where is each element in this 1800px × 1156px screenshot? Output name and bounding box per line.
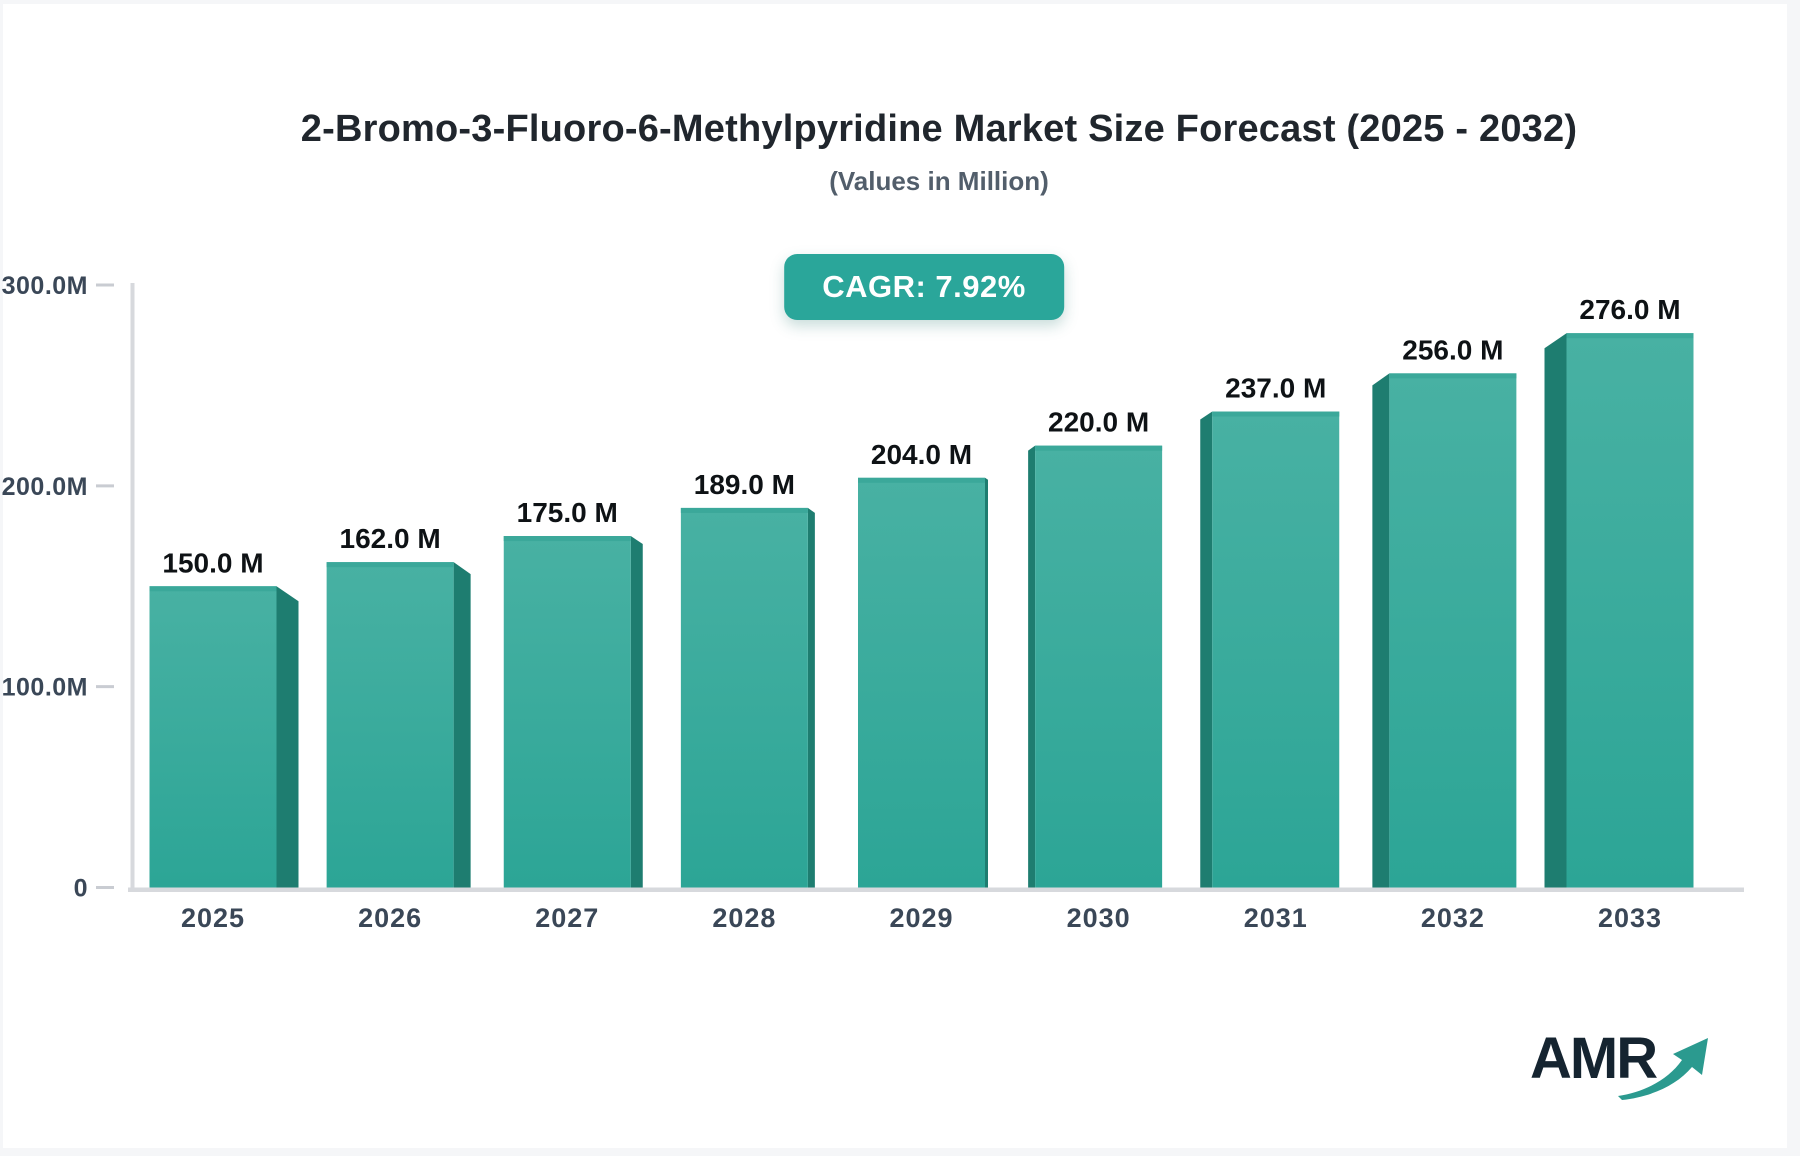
- y-axis-label: 100.0M: [2, 674, 88, 702]
- x-axis-label: 2031: [1244, 903, 1308, 933]
- bar-bevel: [680, 507, 808, 513]
- bar-bevel: [326, 562, 454, 568]
- bar-side: [1544, 333, 1567, 888]
- bar-bevel: [1389, 373, 1517, 379]
- bar-bevel: [503, 536, 631, 542]
- bar-group-2029: 204.0 M 2029: [858, 439, 988, 933]
- bar-side: [1200, 411, 1213, 888]
- bar-value-label: 276.0 M: [1579, 294, 1680, 325]
- y-axis-label: 200.0M: [2, 473, 88, 501]
- bar-side: [985, 477, 988, 888]
- x-axis-label: 2032: [1421, 903, 1485, 933]
- x-axis-label: 2027: [535, 903, 599, 933]
- bar-face: [149, 586, 277, 888]
- chart-title: 2-Bromo-3-Fluoro-6-Methylpyridine Market…: [300, 108, 1578, 150]
- bar-value-label: 150.0 M: [162, 547, 263, 578]
- bar-side: [453, 562, 471, 888]
- bar-face: [326, 562, 454, 888]
- bar-group-2027: 175.0 M 2027: [503, 497, 643, 933]
- bar-value-label: 189.0 M: [694, 469, 795, 500]
- bar-bevel: [1212, 411, 1340, 417]
- bar-side: [276, 586, 299, 888]
- bar-value-label: 220.0 M: [1048, 407, 1149, 438]
- growth-arrow-icon: [1618, 1038, 1708, 1100]
- bar-bevel: [1035, 445, 1163, 451]
- bar-face: [503, 536, 631, 888]
- amr-logo: AMR: [1530, 1030, 1720, 1110]
- cagr-badge-label: CAGR: 7.92%: [822, 269, 1026, 304]
- bar-side: [807, 507, 815, 888]
- bar-side: [630, 536, 643, 888]
- bar-bevel: [149, 586, 277, 592]
- x-axis-label: 2030: [1067, 903, 1131, 933]
- bar-bevel: [858, 477, 985, 483]
- x-axis-label: 2028: [712, 903, 776, 933]
- bar-bevel: [1566, 333, 1694, 339]
- bar-face: [1389, 373, 1517, 888]
- bar-face: [1212, 411, 1340, 888]
- bar-value-label: 162.0 M: [340, 523, 441, 554]
- bar-side: [1028, 445, 1036, 888]
- chart-subtitle: (Values in Million): [829, 166, 1049, 196]
- bar-group-2028: 189.0 M 2028: [680, 469, 815, 933]
- bar-value-label: 237.0 M: [1225, 373, 1326, 404]
- bar-value-label: 204.0 M: [871, 439, 972, 470]
- bar-group-2031: 237.0 M 2031: [1200, 373, 1340, 933]
- bar-value-label: 256.0 M: [1402, 334, 1503, 365]
- x-axis-label: 2025: [181, 903, 245, 933]
- bar-group-2033: 276.0 M 2033: [1544, 294, 1694, 933]
- amr-logo-text: AMR: [1530, 1026, 1658, 1091]
- bar-group-2026: 162.0 M 2026: [326, 523, 471, 933]
- bar-face: [1035, 445, 1163, 888]
- bar-face: [1566, 333, 1694, 888]
- x-axis-label: 2033: [1598, 903, 1662, 933]
- bar-group-2025: 150.0 M 2025: [149, 547, 299, 933]
- bar-face: [858, 477, 985, 888]
- cagr-badge: CAGR: 7.92%: [784, 254, 1064, 320]
- x-axis-label: 2026: [358, 903, 422, 933]
- y-axis-label: 300.0M: [2, 272, 88, 300]
- bar-group-2032: 256.0 M 2032: [1372, 334, 1517, 933]
- y-axis-label: 0: [74, 875, 88, 903]
- bar-face: [680, 507, 808, 888]
- x-axis-label: 2029: [889, 903, 953, 933]
- bar-side: [1372, 373, 1390, 888]
- bar-group-2030: 220.0 M 2030: [1028, 407, 1163, 933]
- bar-value-label: 175.0 M: [517, 497, 618, 528]
